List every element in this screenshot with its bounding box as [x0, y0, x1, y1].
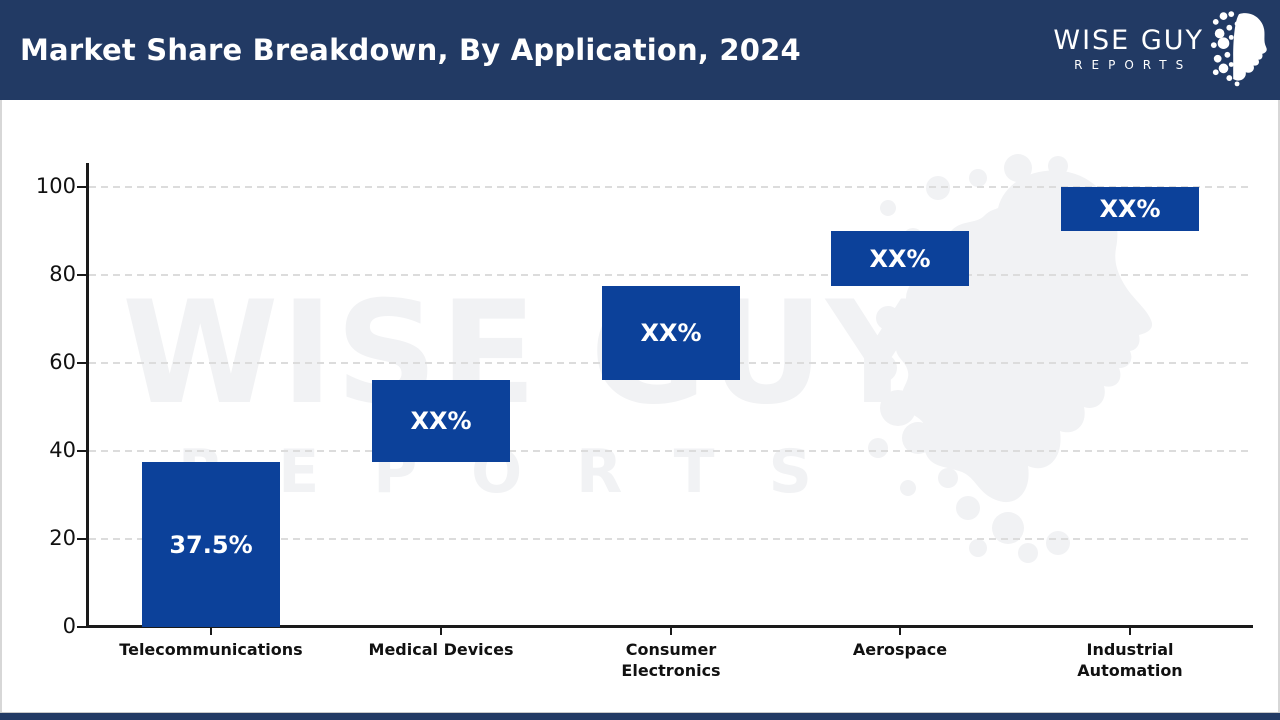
- y-tick-label: 0: [62, 614, 76, 638]
- bar-value-label: XX%: [869, 244, 931, 273]
- y-tick-mark: [77, 450, 86, 452]
- y-tick-label: 100: [35, 174, 76, 198]
- bar-value-label: XX%: [640, 318, 702, 347]
- y-axis-line: [86, 163, 89, 628]
- category-label-aerospace: Aerospace: [852, 640, 948, 659]
- y-tick-mark: [77, 274, 86, 276]
- x-tick-mark: [670, 627, 672, 635]
- category-label-medical-devices: Medical Devices: [368, 640, 514, 659]
- y-tick-label: 80: [49, 262, 76, 286]
- gridline-y-80: [89, 274, 1253, 276]
- right-edge: [1278, 100, 1280, 712]
- bar-telecommunications: 37.5%: [142, 462, 280, 627]
- header-band: Market Share Breakdown, By Application, …: [0, 0, 1280, 100]
- bar-value-label: 37.5%: [169, 530, 253, 559]
- brand-subname: REPORTS: [1074, 57, 1193, 72]
- bar-value-label: XX%: [410, 406, 472, 435]
- bar-industrial-automation: XX%: [1061, 187, 1199, 231]
- y-tick-mark: [77, 186, 86, 188]
- y-tick-mark: [77, 626, 86, 628]
- gridline-y-40: [89, 450, 1253, 452]
- gridline-y-100: [89, 186, 1253, 188]
- footer-band: [0, 713, 1280, 720]
- brand-name: WISE GUY: [1053, 25, 1204, 57]
- category-label-consumer-electronics: Consumer Electronics: [621, 640, 721, 680]
- x-tick-mark: [1129, 627, 1131, 635]
- bar-aerospace: XX%: [831, 231, 969, 286]
- y-tick-mark: [77, 362, 86, 364]
- category-label-industrial-automation: Industrial Automation: [1077, 640, 1183, 680]
- gridline-y-20: [89, 538, 1253, 540]
- y-tick-label: 60: [49, 350, 76, 374]
- x-tick-mark: [440, 627, 442, 635]
- brand-logo: WISE GUY REPORTS: [1053, 7, 1270, 91]
- y-tick-label: 20: [49, 526, 76, 550]
- x-tick-mark: [210, 627, 212, 635]
- footer-hairline: [0, 712, 1280, 713]
- y-tick-mark: [77, 538, 86, 540]
- watermark-brand-name: WISE GUY: [122, 271, 931, 436]
- x-tick-mark: [899, 627, 901, 635]
- page-title: Market Share Breakdown, By Application, …: [20, 33, 801, 67]
- left-edge: [0, 100, 2, 712]
- y-tick-label: 40: [49, 438, 76, 462]
- bar-medical-devices: XX%: [372, 379, 510, 462]
- category-label-telecommunications: Telecommunications: [119, 640, 303, 659]
- brand-logo-text: WISE GUY REPORTS: [1053, 26, 1204, 72]
- bar-consumer-electronics: XX%: [602, 286, 740, 380]
- bar-value-label: XX%: [1099, 195, 1161, 223]
- x-axis-line: [86, 625, 1253, 628]
- brand-head-icon: [1210, 11, 1267, 87]
